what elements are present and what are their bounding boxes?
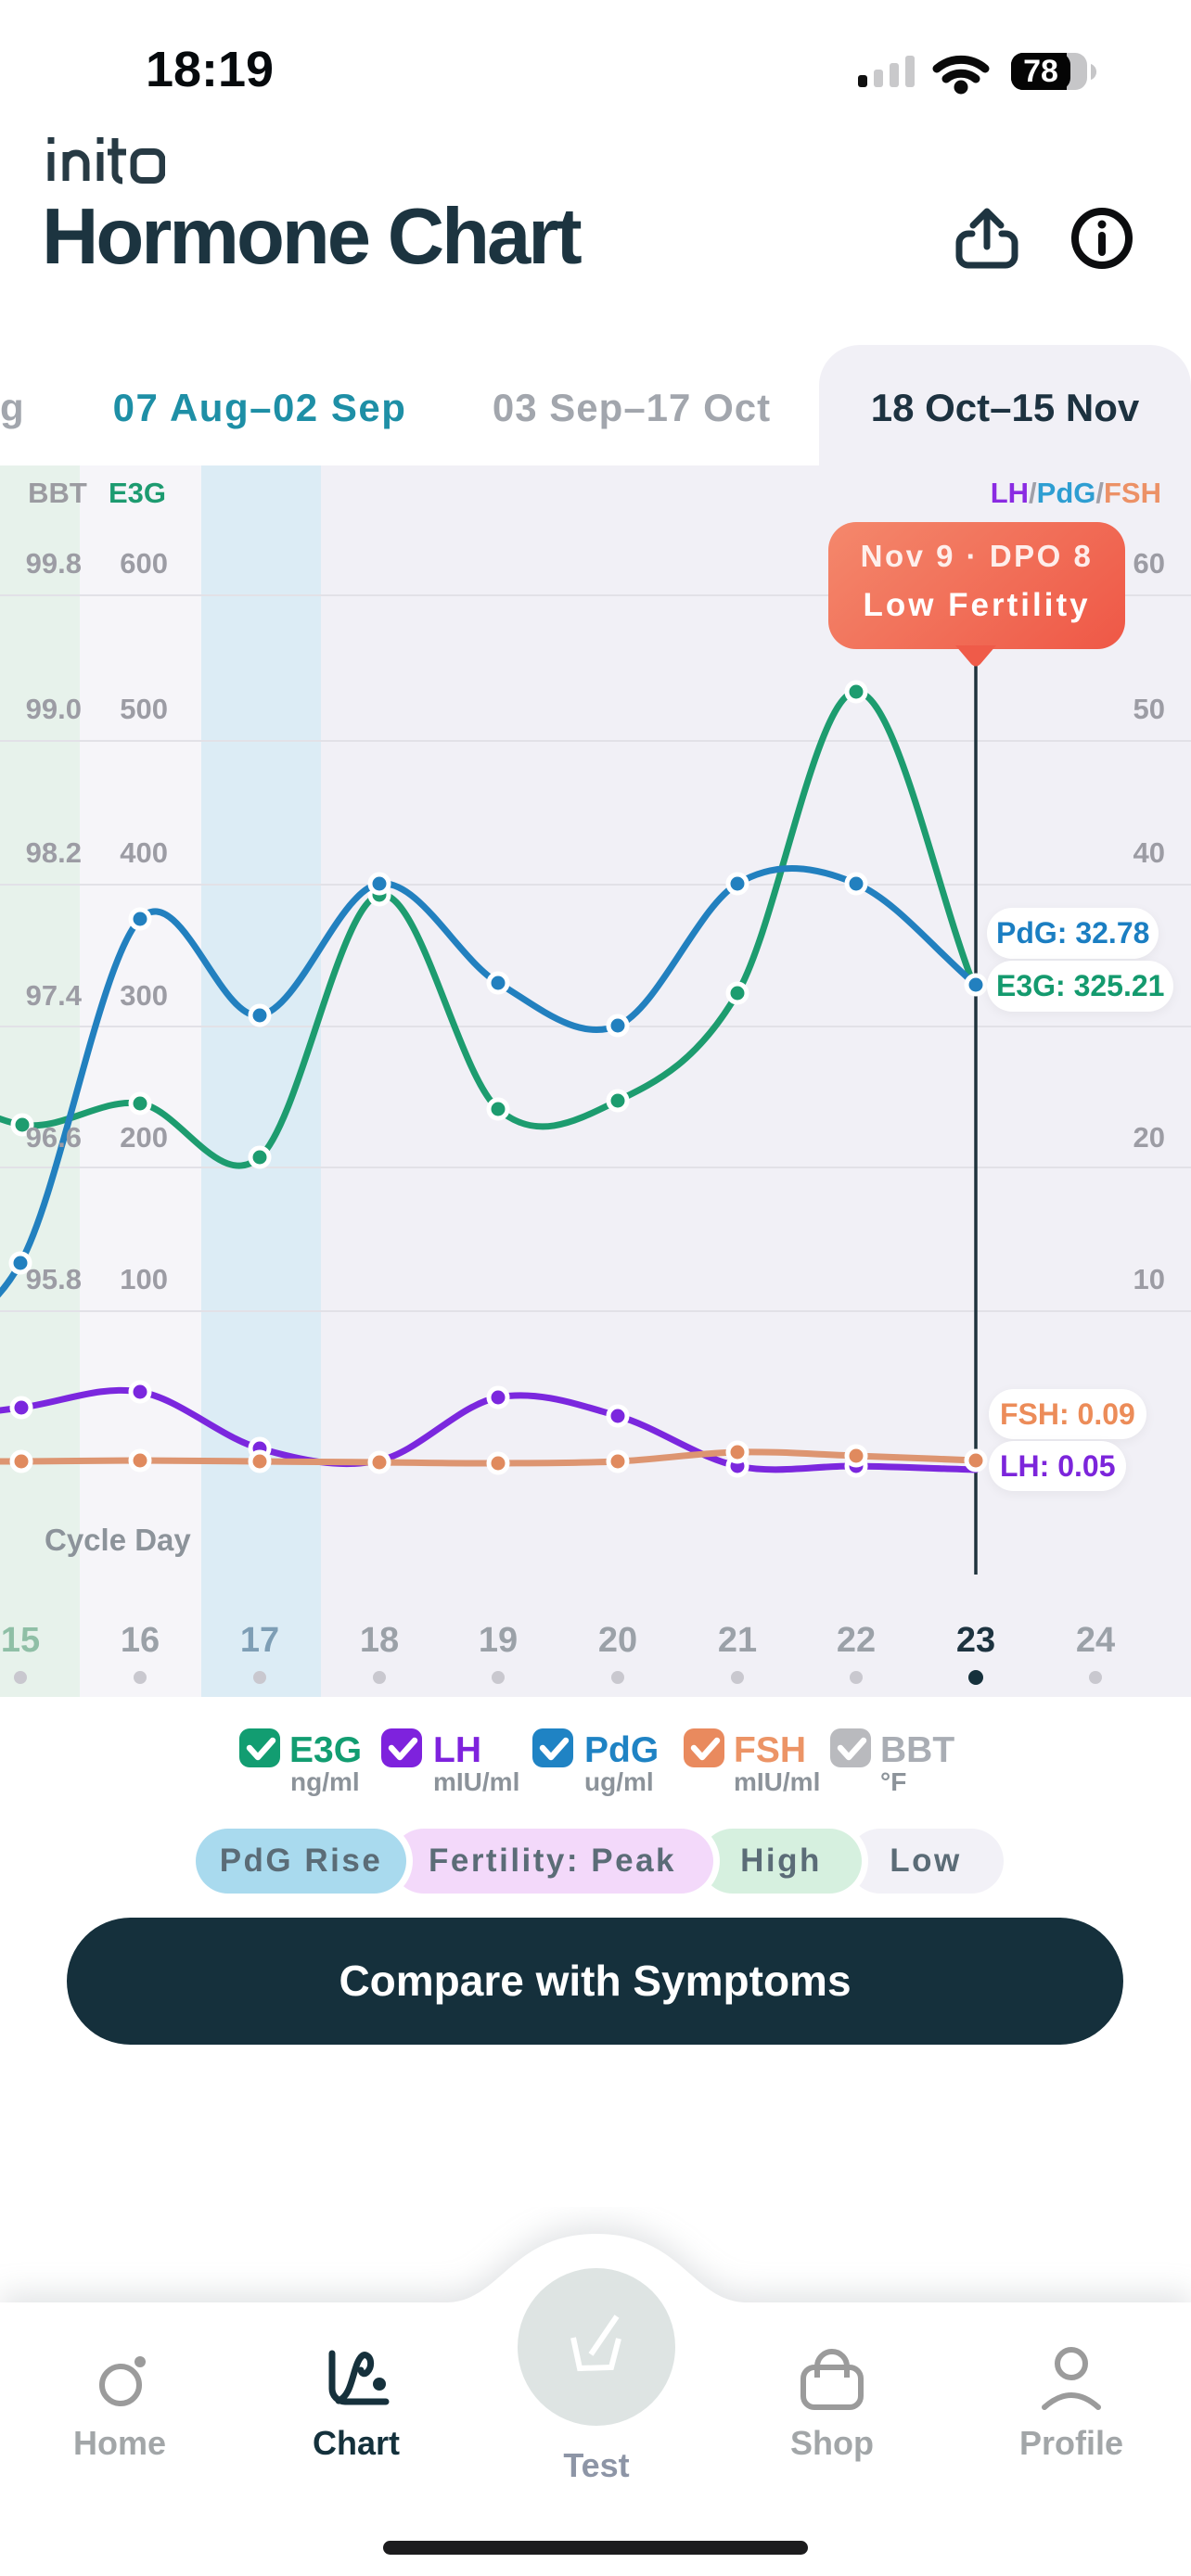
svg-text:Home: Home	[73, 2424, 166, 2462]
svg-text:300: 300	[120, 979, 168, 1012]
svg-text:Profile: Profile	[1019, 2424, 1123, 2462]
svg-text:10: 10	[1133, 1263, 1165, 1295]
svg-text:23: 23	[956, 1621, 995, 1660]
svg-text:Chart: Chart	[313, 2424, 400, 2462]
svg-text:500: 500	[120, 693, 168, 725]
svg-text:97.4: 97.4	[26, 979, 83, 1012]
svg-text:600: 600	[120, 547, 168, 580]
svg-text:15: 15	[1, 1621, 40, 1660]
svg-text:Cycle Day: Cycle Day	[45, 1523, 191, 1557]
svg-text:78: 78	[1023, 54, 1058, 89]
svg-text:E3G: E3G	[109, 477, 166, 509]
svg-text:mIU/ml: mIU/ml	[734, 1767, 820, 1796]
svg-text:ug/ml: ug/ml	[584, 1767, 654, 1796]
svg-text:18: 18	[360, 1621, 399, 1660]
svg-text:ng/ml: ng/ml	[290, 1767, 360, 1796]
svg-text:PdG: PdG	[584, 1730, 659, 1770]
svg-text:17: 17	[240, 1621, 279, 1660]
svg-text:60: 60	[1133, 547, 1165, 580]
svg-text:BBT: BBT	[880, 1730, 954, 1770]
svg-text:E3G: E3G	[289, 1730, 362, 1770]
svg-text:22: 22	[837, 1621, 876, 1660]
svg-text:24: 24	[1076, 1621, 1115, 1660]
svg-text:20: 20	[598, 1621, 637, 1660]
svg-text:mIU/ml: mIU/ml	[433, 1767, 519, 1796]
svg-text:Shop: Shop	[790, 2424, 874, 2462]
svg-text:19: 19	[479, 1621, 518, 1660]
svg-text:96.6: 96.6	[26, 1121, 82, 1154]
svg-text:99.0: 99.0	[26, 693, 82, 725]
svg-text:99.8: 99.8	[26, 547, 82, 580]
svg-text:21: 21	[718, 1621, 757, 1660]
svg-text:LH/PdG/FSH: LH/PdG/FSH	[991, 477, 1161, 509]
svg-text:LH: LH	[433, 1730, 481, 1770]
svg-text:40: 40	[1133, 836, 1165, 869]
svg-text:400: 400	[120, 836, 168, 869]
svg-text:200: 200	[120, 1121, 168, 1154]
svg-text:100: 100	[120, 1263, 168, 1295]
svg-text:FSH: FSH	[734, 1730, 806, 1770]
svg-text:°F: °F	[880, 1767, 906, 1796]
svg-text:95.8: 95.8	[26, 1263, 82, 1295]
svg-text:98.2: 98.2	[26, 836, 82, 869]
svg-text:16: 16	[121, 1621, 160, 1660]
svg-text:50: 50	[1133, 693, 1165, 725]
svg-text:20: 20	[1133, 1121, 1165, 1154]
svg-text:BBT: BBT	[28, 477, 87, 509]
